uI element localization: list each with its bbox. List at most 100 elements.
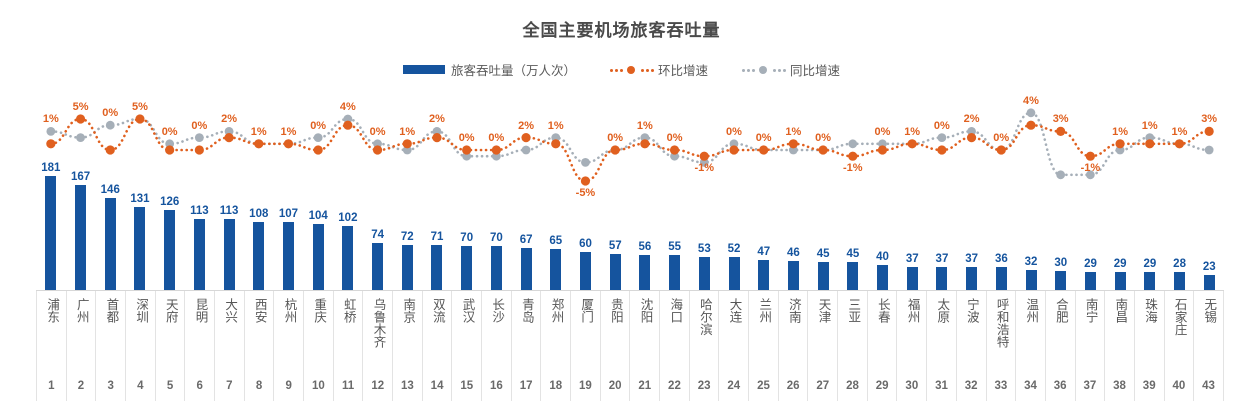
- table-column[interactable]: 济南 26: [777, 291, 808, 401]
- table-column[interactable]: 天府 5: [154, 291, 185, 401]
- table-column[interactable]: 兰州 25: [748, 291, 778, 401]
- bar-rect[interactable]: [45, 175, 57, 290]
- table-column[interactable]: 温州 34: [1015, 291, 1045, 401]
- bar-column[interactable]: 45: [808, 170, 838, 290]
- table-column[interactable]: 浦东 1: [36, 291, 66, 401]
- bar-rect[interactable]: [164, 210, 176, 290]
- table-column[interactable]: 郑州 18: [540, 291, 570, 401]
- bar-column[interactable]: 47: [749, 170, 779, 290]
- bar-rect[interactable]: [342, 225, 354, 290]
- table-column[interactable]: 天津 27: [807, 291, 837, 401]
- bar-column[interactable]: 131: [125, 170, 155, 290]
- bar-column[interactable]: 65: [541, 170, 571, 290]
- bar-rect[interactable]: [639, 254, 651, 290]
- bar-column[interactable]: 45: [838, 170, 868, 290]
- table-column[interactable]: 宁波 32: [955, 291, 986, 401]
- table-column[interactable]: 重庆 10: [303, 291, 333, 401]
- bar-rect[interactable]: [312, 224, 324, 290]
- bar-rect[interactable]: [1084, 271, 1096, 290]
- bar-rect[interactable]: [906, 266, 918, 290]
- table-column[interactable]: 武汉 15: [451, 291, 481, 401]
- bar-column[interactable]: 167: [66, 170, 96, 290]
- bar-rect[interactable]: [253, 221, 265, 290]
- bar-rect[interactable]: [877, 264, 889, 290]
- bar-column[interactable]: 29: [1135, 170, 1165, 290]
- table-column[interactable]: 沈阳 21: [629, 291, 659, 401]
- bar-rect[interactable]: [1174, 272, 1186, 290]
- bar-rect[interactable]: [1025, 269, 1037, 290]
- bar-column[interactable]: 126: [155, 170, 185, 290]
- table-column[interactable]: 厦门 19: [570, 291, 600, 401]
- bar-column[interactable]: 52: [719, 170, 749, 290]
- bar-column[interactable]: 55: [660, 170, 690, 290]
- bar-rect[interactable]: [580, 252, 591, 290]
- bar-column[interactable]: 29: [1105, 170, 1135, 290]
- table-column[interactable]: 双流 14: [421, 291, 452, 401]
- bar-rect[interactable]: [787, 260, 799, 290]
- bar-rect[interactable]: [1114, 271, 1126, 290]
- bar-rect[interactable]: [728, 257, 740, 290]
- bar-column[interactable]: 40: [868, 170, 898, 290]
- bar-rect[interactable]: [966, 266, 978, 290]
- bar-column[interactable]: 60: [571, 170, 601, 290]
- bar-rect[interactable]: [995, 267, 1007, 290]
- table-column[interactable]: 广州 2: [65, 291, 96, 401]
- table-column[interactable]: 青岛 17: [510, 291, 541, 401]
- bar-rect[interactable]: [431, 245, 443, 290]
- bar-rect[interactable]: [372, 243, 384, 290]
- bar-column[interactable]: 37: [897, 170, 927, 290]
- bar-rect[interactable]: [520, 247, 532, 290]
- bar-column[interactable]: 74: [363, 170, 393, 290]
- bar-rect[interactable]: [550, 248, 562, 290]
- bar-column[interactable]: 107: [274, 170, 304, 290]
- bar-column[interactable]: 102: [333, 170, 363, 290]
- bar-column[interactable]: 146: [95, 170, 125, 290]
- bar-column[interactable]: 72: [392, 170, 422, 290]
- table-column[interactable]: 昆明 6: [184, 291, 214, 401]
- table-column[interactable]: 呼和浩特 33: [985, 291, 1016, 401]
- bar-column[interactable]: 46: [779, 170, 809, 290]
- bar-column[interactable]: 113: [185, 170, 215, 290]
- table-column[interactable]: 三亚 28: [837, 291, 867, 401]
- table-column[interactable]: 乌鲁木齐 12: [362, 291, 392, 401]
- bar-column[interactable]: 57: [600, 170, 630, 290]
- table-column[interactable]: 大连 24: [718, 291, 748, 401]
- bar-rect[interactable]: [1055, 271, 1067, 290]
- table-column[interactable]: 南宁 37: [1074, 291, 1105, 401]
- legend-yoy-growth[interactable]: 同比增速: [742, 60, 840, 79]
- table-column[interactable]: 大兴 7: [214, 291, 244, 401]
- bar-column[interactable]: 108: [244, 170, 274, 290]
- bar-rect[interactable]: [282, 222, 294, 290]
- table-column[interactable]: 福州 30: [896, 291, 926, 401]
- bar-rect[interactable]: [758, 260, 770, 290]
- bar-rect[interactable]: [401, 244, 413, 290]
- table-column[interactable]: 长沙 16: [481, 291, 511, 401]
- bar-rect[interactable]: [104, 197, 116, 290]
- table-column[interactable]: 珠海 39: [1133, 291, 1164, 401]
- bar-column[interactable]: 104: [303, 170, 333, 290]
- bar-column[interactable]: 56: [630, 170, 660, 290]
- bar-column[interactable]: 67: [511, 170, 541, 290]
- table-column[interactable]: 海口 22: [659, 291, 689, 401]
- bar-column[interactable]: 37: [957, 170, 987, 290]
- bar-column[interactable]: 28: [1165, 170, 1195, 290]
- bar-column[interactable]: 29: [1076, 170, 1106, 290]
- table-column[interactable]: 长春 29: [866, 291, 897, 401]
- legend-throughput[interactable]: 旅客吞吐量（万人次）: [402, 60, 576, 79]
- bar-column[interactable]: 30: [1046, 170, 1076, 290]
- bar-rect[interactable]: [490, 245, 502, 290]
- bar-rect[interactable]: [193, 218, 205, 290]
- table-column[interactable]: 无锡 43: [1193, 291, 1224, 401]
- bar-rect[interactable]: [936, 266, 948, 290]
- bar-column[interactable]: 113: [214, 170, 244, 290]
- bar-rect[interactable]: [847, 261, 859, 290]
- bar-rect[interactable]: [1144, 271, 1156, 290]
- bar-rect[interactable]: [1203, 275, 1215, 290]
- bar-rect[interactable]: [698, 256, 710, 290]
- bar-rect[interactable]: [461, 245, 473, 290]
- table-column[interactable]: 深圳 4: [125, 291, 155, 401]
- bar-column[interactable]: 70: [452, 170, 482, 290]
- table-column[interactable]: 贵阳 20: [599, 291, 630, 401]
- table-column[interactable]: 杭州 9: [273, 291, 303, 401]
- table-column[interactable]: 首都 3: [95, 291, 125, 401]
